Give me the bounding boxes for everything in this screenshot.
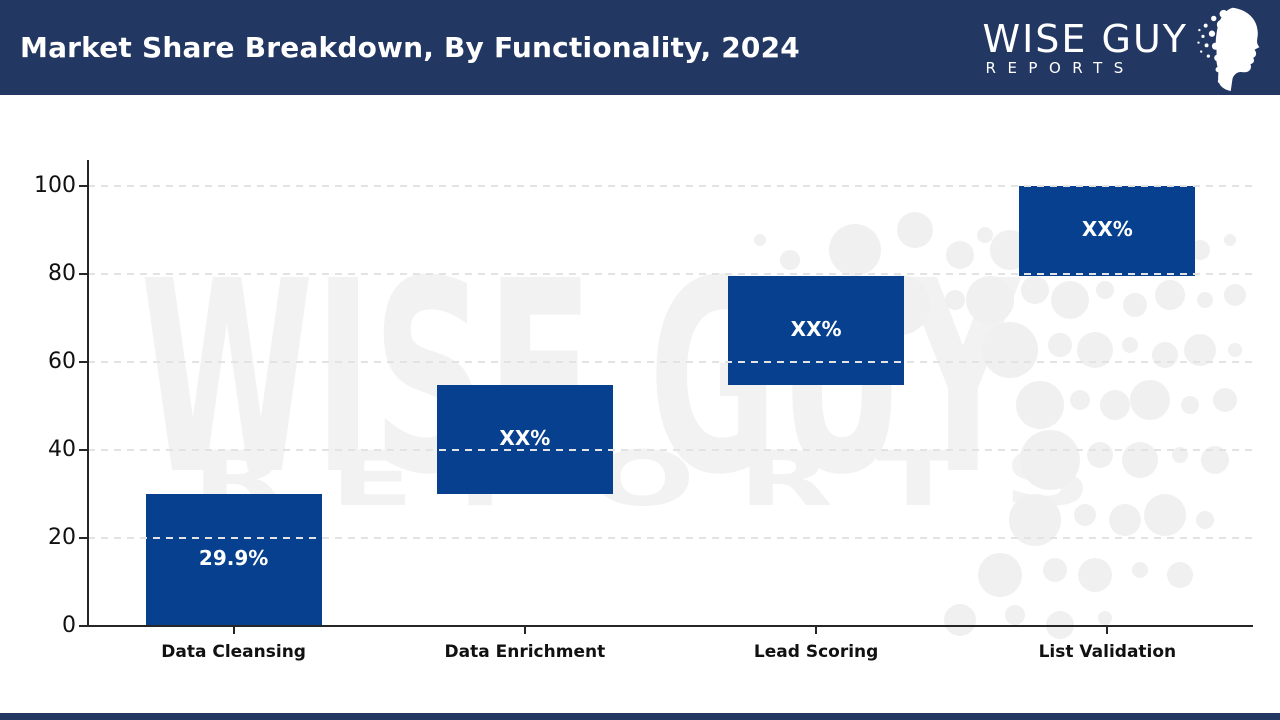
y-axis xyxy=(86,160,89,627)
y-axis-tick xyxy=(78,361,87,363)
y-axis-tick xyxy=(78,625,87,627)
bar-value-label-list-validation: XX% xyxy=(1081,217,1133,242)
category-label-data-cleansing: Data Cleansing xyxy=(161,642,306,662)
y-tick-label: 20 xyxy=(48,525,76,550)
y-tick-label: 100 xyxy=(34,173,76,198)
dotted-head-icon xyxy=(1197,7,1260,91)
bar-value-label-data-cleansing: 29.9% xyxy=(198,546,269,571)
y-axis-tick xyxy=(78,185,87,187)
gridline-40 xyxy=(88,449,1253,451)
bar-value-label-data-enrichment: XX% xyxy=(499,425,551,450)
x-axis-tick xyxy=(1106,627,1109,634)
y-axis-tick xyxy=(78,273,87,275)
y-tick-label: 0 xyxy=(62,613,76,638)
logo-reports-label: REPORTS xyxy=(985,58,1135,77)
bar-value-label-lead-scoring: XX% xyxy=(790,316,842,341)
category-label-list-validation: List Validation xyxy=(1038,642,1177,662)
y-tick-label: 80 xyxy=(48,261,76,286)
logo-text: WISE GUY REPORTS xyxy=(983,20,1188,76)
gridline-60 xyxy=(88,361,1253,363)
x-axis xyxy=(86,625,1253,627)
y-axis-tick xyxy=(78,449,87,451)
category-label-data-enrichment: Data Enrichment xyxy=(444,642,606,662)
gridline-100 xyxy=(88,185,1253,187)
header-bar: Market Share Breakdown, By Functionality… xyxy=(0,0,1280,95)
x-axis-tick xyxy=(523,627,526,634)
category-label-lead-scoring: Lead Scoring xyxy=(753,642,879,662)
x-axis-tick xyxy=(815,627,818,634)
x-axis-tick xyxy=(232,627,235,634)
wise-guy-reports-logo: WISE GUY REPORTS xyxy=(983,5,1266,91)
watermark-reports: R E P O R T S xyxy=(192,434,1092,523)
y-tick-label: 40 xyxy=(48,437,76,462)
footer-bar xyxy=(0,713,1280,720)
logo-wise-guy-label: WISE GUY xyxy=(982,16,1188,61)
bar-data-enrichment xyxy=(436,384,613,495)
gridline-80 xyxy=(88,273,1253,275)
gridline-20 xyxy=(88,537,1253,539)
y-tick-label: 60 xyxy=(48,349,76,374)
chart-area: WISE GUY R E P O R T S xyxy=(0,95,1280,713)
bar-data-cleansing xyxy=(145,494,322,626)
page-title: Market Share Breakdown, By Functionality… xyxy=(20,31,800,64)
y-axis-tick xyxy=(78,537,87,539)
